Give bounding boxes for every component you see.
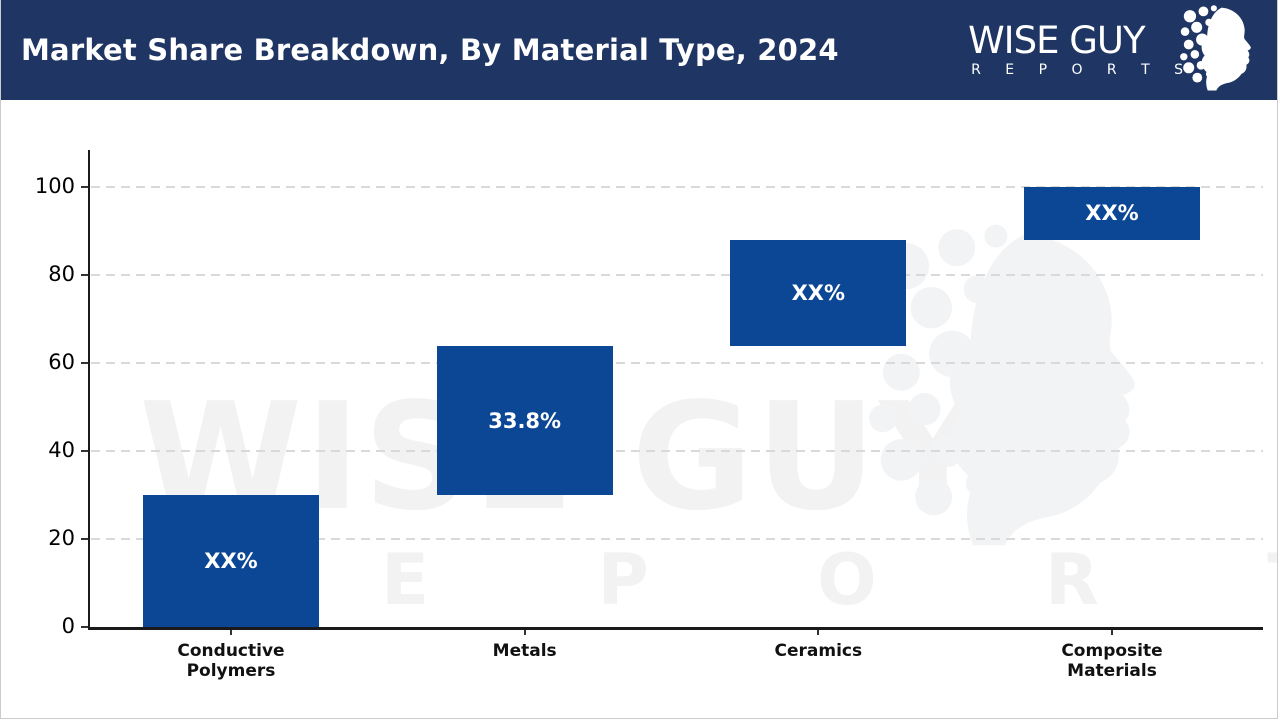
y-tick-label-20: 20 (48, 526, 75, 550)
x-category-label: Metals (492, 641, 557, 661)
y-tick-20 (81, 538, 89, 540)
chart-area: WISE GUY R E P O R T S 020406080100XX%Co… (1, 100, 1277, 718)
x-tick-3 (1111, 629, 1113, 635)
x-category-label: Ceramics (774, 641, 863, 661)
page-title: Market Share Breakdown, By Material Type… (21, 33, 839, 67)
bar-value-label: XX% (791, 281, 846, 306)
x-category-label: Composite Materials (1061, 641, 1163, 681)
x-tick-2 (817, 629, 820, 635)
wiseguy-logo: WISE GUY R E P O R T S (968, 4, 1261, 96)
bar-metals: 33.8% (436, 346, 613, 495)
header: Market Share Breakdown, By Material Type… (1, 0, 1277, 100)
x-axis-line (88, 627, 1263, 630)
gridline-40 (91, 450, 1263, 452)
y-tick-60 (81, 362, 89, 364)
y-tick-label-40: 40 (48, 438, 75, 462)
bar-composite-materials: XX% (1024, 187, 1200, 240)
y-tick-80 (81, 274, 89, 276)
watermark-subtitle: R E P O R T S (159, 539, 1277, 621)
logo-text: WISE GUY R E P O R T S (968, 19, 1193, 79)
y-tick-0 (81, 626, 89, 628)
y-tick-label-100: 100 (34, 174, 75, 198)
watermark-face-icon (869, 224, 1135, 546)
bar-value-label: XX% (1085, 201, 1139, 226)
y-tick-label-60: 60 (48, 350, 75, 374)
x-tick-0 (230, 629, 232, 635)
gridline-100 (91, 186, 1263, 188)
gridline-80 (91, 274, 1263, 276)
wiseguy-face-icon (1180, 5, 1251, 91)
y-tick-40 (81, 450, 89, 452)
logo-subtitle: R E P O R T S (971, 62, 1193, 78)
x-tick-1 (523, 629, 526, 635)
bar-value-label: 33.8% (488, 408, 562, 433)
y-axis-line (88, 150, 90, 630)
y-tick-100 (81, 186, 89, 188)
y-tick-label-80: 80 (48, 262, 75, 286)
bar-value-label: XX% (204, 549, 258, 573)
bar-conductive-polymers: XX% (143, 495, 319, 627)
bar-ceramics: XX% (730, 239, 907, 347)
x-category-label: Conductive Polymers (177, 641, 285, 681)
gridline-60 (91, 362, 1263, 364)
logo-wordmark: WISE GUY (968, 19, 1145, 62)
y-tick-label-0: 0 (61, 614, 75, 638)
gridline-20 (91, 538, 1263, 540)
